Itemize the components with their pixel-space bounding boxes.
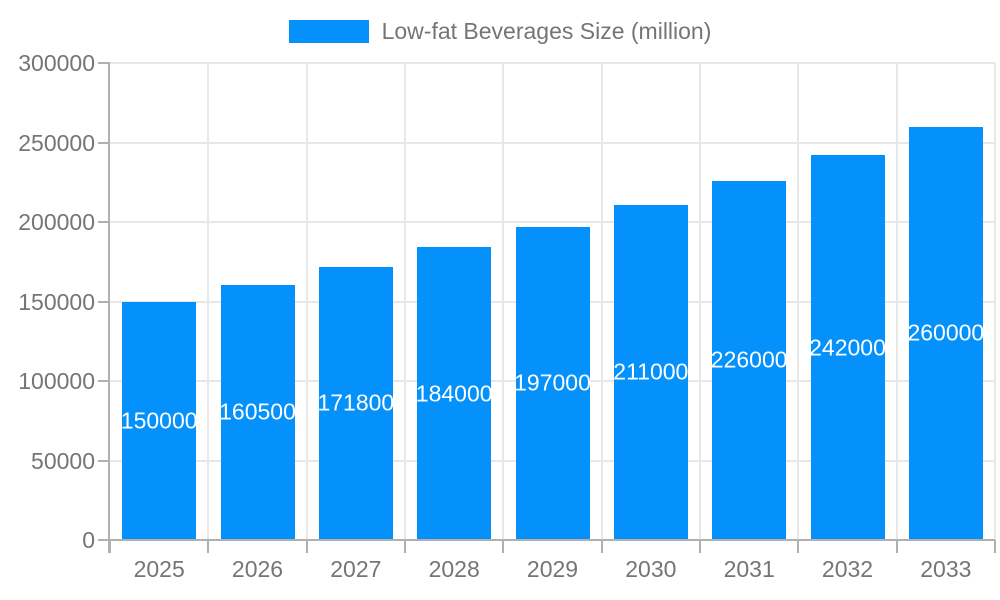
y-tick-label: 100000 [18, 368, 95, 394]
legend-label: Low-fat Beverages Size (million) [381, 18, 712, 44]
bar: 160500 [220, 284, 295, 540]
x-tick-mark [600, 540, 603, 553]
y-tick-label: 250000 [18, 129, 95, 156]
plot-area: 0 50000 100000 150000 200000 250000 300000 1500… [18, 50, 996, 582]
bar-value-label: 197000 [515, 369, 590, 396]
bar-value-label: 211000 [613, 358, 688, 385]
v-gridline [895, 63, 898, 540]
y-tick-mark [98, 459, 110, 462]
x-tick-label: 2029 [526, 556, 579, 582]
legend-swatch [288, 20, 369, 43]
x-tick-mark [109, 540, 111, 553]
bar-value-label: 242000 [810, 334, 885, 361]
v-gridline [502, 63, 505, 540]
x-tick-mark [797, 540, 800, 553]
x-tick-label: 2028 [428, 556, 480, 582]
bar: 150000 [122, 301, 197, 540]
y-tick-mark [98, 380, 110, 382]
v-gridline [305, 63, 308, 540]
y-tick-label: 50000 [31, 447, 95, 474]
v-gridline [600, 63, 603, 540]
h-gridline [110, 141, 995, 144]
bar: 211000 [613, 204, 688, 540]
x-tick-mark [994, 540, 996, 553]
bar: 184000 [417, 247, 492, 540]
bar-value-label: 150000 [122, 407, 197, 434]
y-tick-label: 150000 [18, 288, 95, 315]
x-tick-mark [207, 540, 210, 553]
bar-value-label: 260000 [908, 319, 983, 346]
y-axis-line [108, 63, 110, 553]
y-tick-mark [98, 539, 110, 541]
y-tick-mark [98, 300, 110, 303]
x-tick-label: 2031 [723, 556, 775, 582]
x-tick-mark [895, 540, 898, 553]
x-tick-label: 2033 [920, 556, 972, 582]
x-tick-label: 2025 [133, 556, 185, 582]
y-tick-label: 200000 [18, 209, 95, 235]
h-gridline [110, 221, 995, 223]
v-gridline [994, 63, 996, 540]
bar: 171800 [318, 266, 393, 540]
bar-value-label: 184000 [417, 380, 492, 407]
x-tick-mark [502, 540, 505, 553]
x-tick-mark [404, 540, 406, 553]
x-tick-label: 2027 [330, 556, 382, 582]
v-gridline [207, 63, 210, 540]
y-tick-label: 0 [82, 527, 95, 553]
bar: 260000 [908, 126, 983, 540]
v-gridline [699, 63, 701, 540]
v-gridline [404, 63, 406, 540]
x-tick-label: 2026 [231, 556, 284, 582]
h-gridline [110, 62, 995, 64]
bar-value-label: 226000 [712, 346, 787, 373]
v-gridline [797, 63, 800, 540]
legend[interactable]: Low-fat Beverages Size (million) [0, 20, 1000, 43]
x-tick-label: 2032 [821, 556, 874, 582]
bar: 197000 [515, 226, 590, 540]
y-tick-mark [98, 221, 110, 223]
y-tick-mark [98, 141, 110, 144]
bar: 242000 [810, 155, 885, 540]
x-tick-mark [699, 540, 701, 553]
bar-value-label: 160500 [220, 398, 295, 425]
x-tick-mark [305, 540, 308, 553]
y-tick-mark [98, 62, 110, 64]
y-tick-label: 300000 [18, 50, 95, 76]
bar-value-label: 171800 [318, 389, 393, 416]
x-axis-line [110, 539, 995, 541]
x-tick-label: 2030 [625, 556, 677, 582]
bar: 226000 [712, 180, 787, 540]
